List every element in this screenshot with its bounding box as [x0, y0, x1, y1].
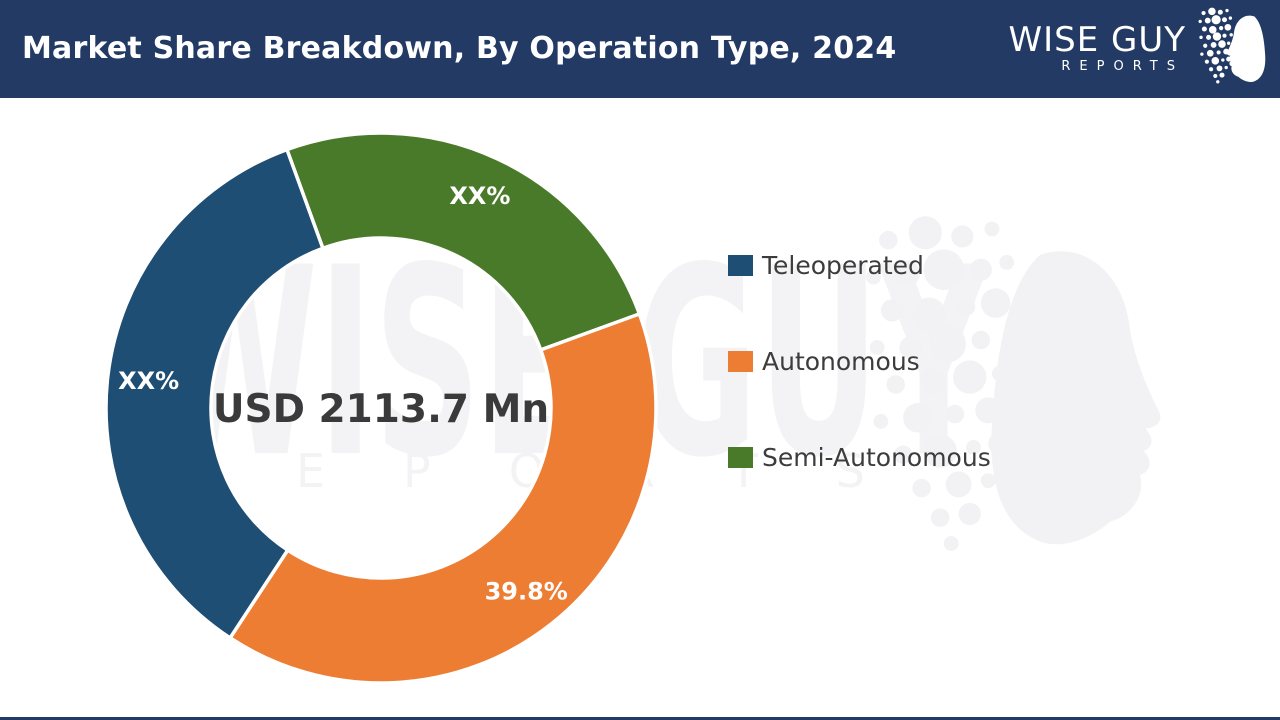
- motif-dot: [1206, 49, 1214, 57]
- motif-dot: [912, 478, 931, 498]
- motif-dot: [1198, 19, 1202, 24]
- legend-label-autonomous: Autonomous: [762, 347, 920, 376]
- head-profile-silhouette: [991, 251, 1161, 545]
- motif-dot: [908, 216, 942, 250]
- motif-dot: [1227, 41, 1231, 45]
- motif-dot: [1203, 43, 1208, 48]
- motif-dot: [1221, 58, 1225, 62]
- legend-item-autonomous: Autonomous: [728, 347, 991, 376]
- footer-accent-bar: [0, 717, 1280, 720]
- motif-dot: [1216, 80, 1220, 84]
- motif-dot: [1229, 33, 1233, 37]
- motif-dot: [1003, 328, 1018, 344]
- logo-face-icon: [1198, 7, 1266, 84]
- donut-segment-teleoperated: [104, 147, 325, 640]
- chart-legend: Teleoperated Autonomous Semi-Autonomous: [728, 251, 991, 472]
- head-profile-silhouette: [1227, 15, 1266, 82]
- motif-dot: [1210, 41, 1217, 48]
- motif-dot: [1204, 59, 1209, 64]
- motif-dot: [1216, 65, 1223, 72]
- motif-dot: [1208, 7, 1216, 16]
- slice-label-semi-autonomous: XX%: [449, 182, 510, 210]
- legend-item-teleoperated: Teleoperated: [728, 251, 991, 280]
- motif-dot: [988, 432, 1011, 455]
- motif-dot: [1006, 399, 1022, 415]
- motif-dot: [1225, 8, 1229, 13]
- legend-swatch-autonomous: [728, 351, 753, 372]
- motif-dot: [1199, 35, 1203, 40]
- motif-dot: [999, 254, 1015, 270]
- motif-dot: [984, 221, 1000, 237]
- motif-dot: [991, 365, 1007, 381]
- legend-swatch-semi-autonomous: [728, 447, 753, 468]
- motif-dot: [1224, 65, 1228, 70]
- motif-dot: [1211, 57, 1220, 65]
- motif-dot: [980, 473, 996, 489]
- motif-dot: [1204, 17, 1211, 24]
- motif-dot: [1201, 26, 1207, 32]
- donut-segment-semi-autonomous: [285, 131, 642, 352]
- motif-dot: [1213, 73, 1218, 79]
- motif-dot: [930, 508, 950, 527]
- motif-dot: [1216, 50, 1221, 55]
- motif-dot: [1218, 40, 1226, 48]
- page-title: Market Share Breakdown, By Operation Typ…: [22, 31, 897, 66]
- motif-dot: [1221, 17, 1228, 23]
- motif-dot: [1201, 10, 1206, 16]
- logo-reports-text: REPORTS: [1061, 59, 1184, 74]
- logo-wiseguy-text: WISE GUY: [1008, 20, 1186, 60]
- legend-swatch-teleoperated: [728, 255, 753, 276]
- wise-guy-reports-logo: WISE GUY REPORTS: [1008, 4, 1270, 94]
- motif-dot: [879, 230, 898, 250]
- motif-dot: [945, 471, 972, 498]
- motif-dot: [1212, 32, 1222, 41]
- motif-dot: [1228, 16, 1233, 20]
- slice-label-autonomous: 39.8%: [485, 578, 568, 606]
- motif-dot: [1208, 67, 1214, 72]
- slice-label-teleoperated: XX%: [118, 367, 179, 395]
- header-bar: Market Share Breakdown, By Operation Typ…: [0, 0, 1280, 98]
- motif-dot: [1219, 26, 1224, 31]
- legend-label-semi-autonomous: Semi-Autonomous: [762, 443, 991, 472]
- motif-dot: [943, 536, 959, 551]
- motif-dot: [1206, 34, 1212, 40]
- motif-dot: [951, 225, 974, 248]
- motif-dot: [1217, 9, 1223, 15]
- motif-dot: [1222, 33, 1227, 38]
- motif-dot: [1211, 15, 1221, 25]
- legend-item-semi-autonomous: Semi-Autonomous: [728, 443, 991, 472]
- motif-dot: [1224, 23, 1232, 31]
- donut-segment-autonomous: [228, 312, 658, 685]
- legend-label-teleoperated: Teleoperated: [762, 251, 924, 280]
- motif-dot: [1208, 26, 1217, 34]
- motif-dot: [1200, 52, 1204, 56]
- motif-dot: [1219, 72, 1225, 78]
- motif-dot: [958, 502, 981, 526]
- donut-center-value: USD 2113.7 Mn: [213, 387, 549, 432]
